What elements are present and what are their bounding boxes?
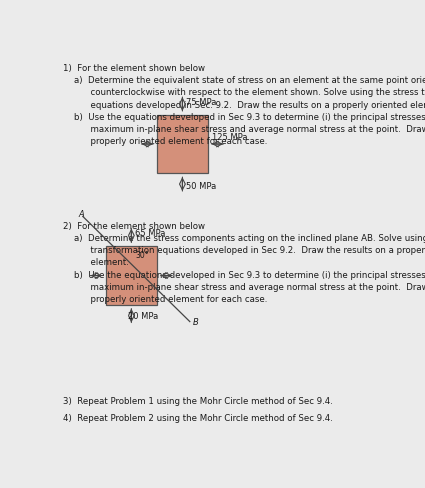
Bar [106, 246, 157, 305]
Text: A: A [79, 210, 85, 219]
Text: 75 MPa: 75 MPa [186, 98, 217, 107]
Text: 3)  Repeat Problem 1 using the Mohr Circle method of Sec 9.4.: 3) Repeat Problem 1 using the Mohr Circl… [63, 397, 333, 406]
Text: B: B [193, 318, 198, 327]
Text: 30°: 30° [135, 251, 149, 260]
Text: 1)  For the element shown below
    a)  Determine the equivalent state of stress: 1) For the element shown below a) Determ… [63, 64, 425, 146]
Text: 20 MPa: 20 MPa [128, 311, 158, 321]
Text: 2)  For the element shown below
    a)  Determine the stress components acting o: 2) For the element shown below a) Determ… [63, 222, 425, 304]
Text: 4)  Repeat Problem 2 using the Mohr Circle method of Sec 9.4.: 4) Repeat Problem 2 using the Mohr Circl… [63, 414, 333, 423]
Text: 65 MPa: 65 MPa [135, 228, 166, 238]
Bar [157, 115, 208, 173]
Text: 50 MPa: 50 MPa [186, 182, 217, 191]
Text: 125 MPa: 125 MPa [212, 133, 247, 142]
